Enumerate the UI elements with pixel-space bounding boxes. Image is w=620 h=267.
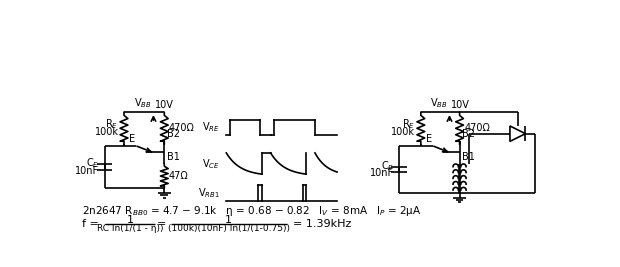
Text: R$_E$: R$_E$ bbox=[105, 117, 118, 131]
Text: 10V: 10V bbox=[451, 100, 470, 110]
Text: (100k)(10nF) ln(1/(1-0.75)): (100k)(10nF) ln(1/(1-0.75)) bbox=[167, 224, 290, 233]
Text: V$_{CE}$: V$_{CE}$ bbox=[202, 158, 220, 171]
Text: B1: B1 bbox=[167, 152, 180, 162]
Text: C$_E$: C$_E$ bbox=[381, 159, 394, 172]
Text: V$_{BB}$: V$_{BB}$ bbox=[430, 96, 448, 110]
Text: 2n2647 R$_{BB0}$ = 4.7 − 9.1k   η = 0.68 − 0.82   I$_V$ = 8mA   I$_P$ = 2μA: 2n2647 R$_{BB0}$ = 4.7 − 9.1k η = 0.68 −… bbox=[82, 205, 422, 218]
Text: E: E bbox=[425, 135, 432, 144]
Text: C$_E$: C$_E$ bbox=[86, 156, 99, 170]
Text: V$_{BB}$: V$_{BB}$ bbox=[134, 96, 152, 110]
Text: 10V: 10V bbox=[155, 100, 174, 110]
Text: 100k: 100k bbox=[391, 127, 415, 137]
Text: B1: B1 bbox=[462, 152, 475, 162]
Text: B2: B2 bbox=[462, 129, 475, 139]
Text: 100k: 100k bbox=[95, 127, 118, 137]
Text: 1: 1 bbox=[126, 215, 134, 225]
Text: 47Ω: 47Ω bbox=[169, 171, 188, 181]
Text: B2: B2 bbox=[167, 129, 180, 139]
Text: R$_E$: R$_E$ bbox=[402, 117, 415, 131]
Text: =: = bbox=[156, 219, 166, 229]
Text: V$_{RE}$: V$_{RE}$ bbox=[202, 121, 220, 134]
Text: 470Ω: 470Ω bbox=[169, 123, 195, 133]
Text: RC ln(1/(1 - η)): RC ln(1/(1 - η)) bbox=[97, 224, 164, 233]
Text: 1: 1 bbox=[225, 215, 232, 225]
Text: f =: f = bbox=[82, 219, 102, 229]
Text: E: E bbox=[129, 135, 135, 144]
Text: 470Ω: 470Ω bbox=[464, 123, 490, 133]
Text: = 1.39kHz: = 1.39kHz bbox=[293, 219, 352, 229]
Text: V$_{RB1}$: V$_{RB1}$ bbox=[198, 186, 220, 200]
Text: 10nF: 10nF bbox=[75, 166, 99, 176]
Text: 10nF: 10nF bbox=[370, 168, 394, 178]
